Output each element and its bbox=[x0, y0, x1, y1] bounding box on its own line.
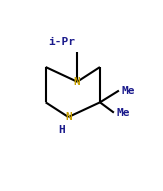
Text: N: N bbox=[74, 77, 81, 87]
Text: Me: Me bbox=[116, 108, 130, 118]
Text: Me: Me bbox=[121, 86, 135, 96]
Text: H: H bbox=[59, 125, 65, 135]
Text: i-Pr: i-Pr bbox=[48, 37, 75, 47]
Text: N: N bbox=[65, 112, 72, 122]
